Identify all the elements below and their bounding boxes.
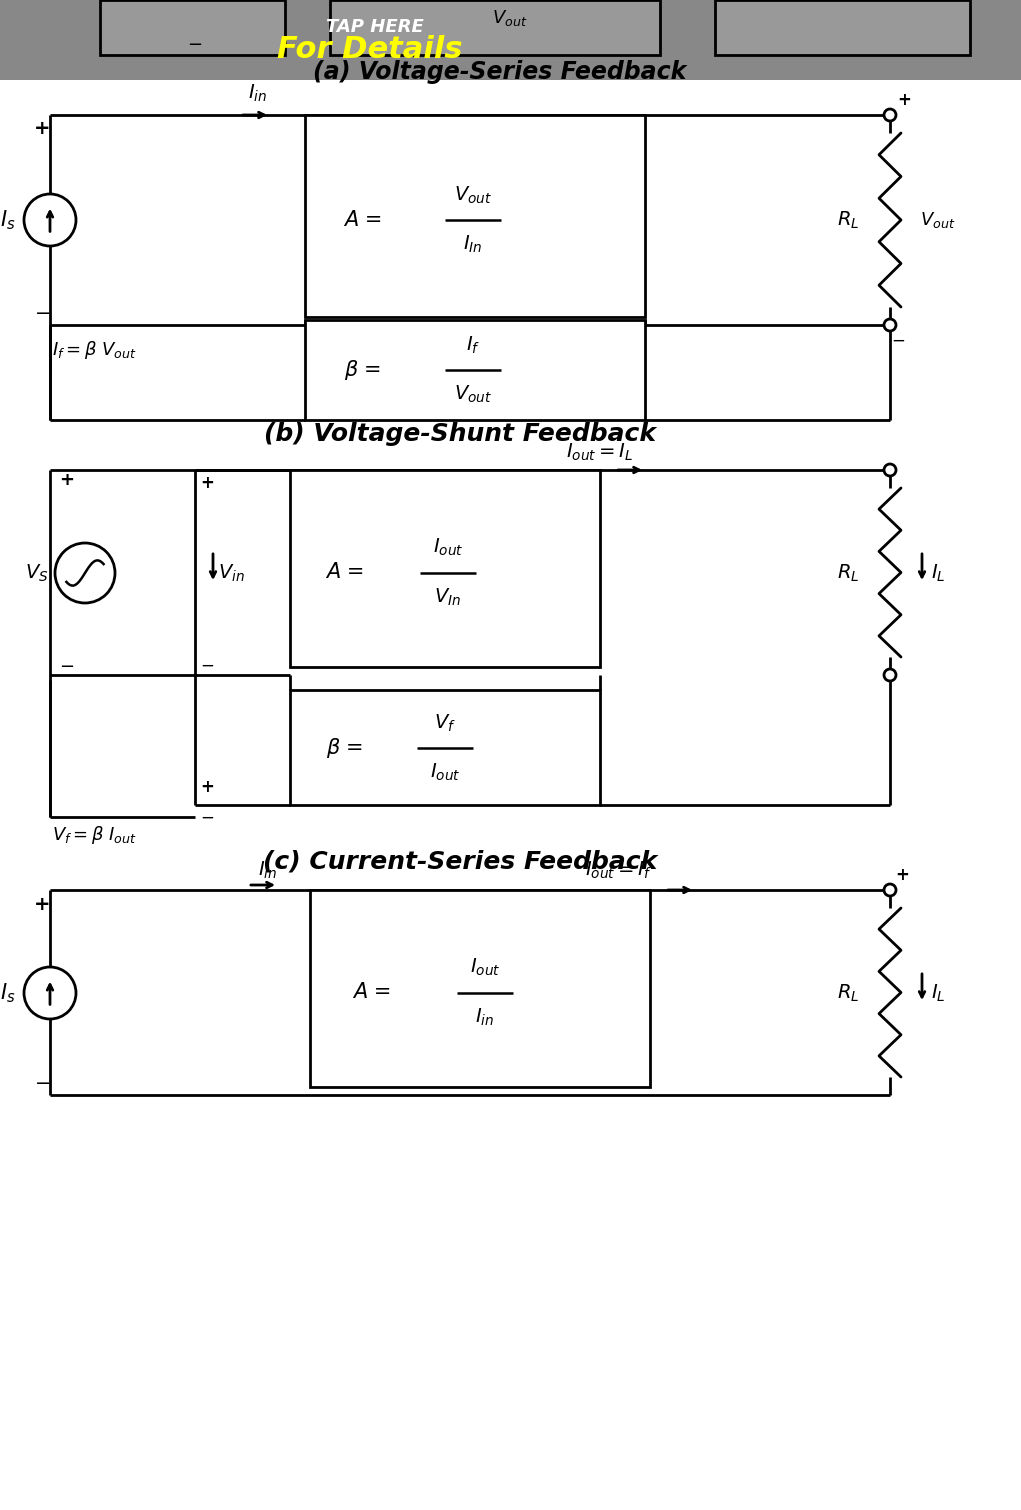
- Text: $I_{out} = I_f$: $I_{out} = I_f$: [585, 859, 651, 880]
- Text: $I_{in}$: $I_{in}$: [258, 859, 278, 880]
- Text: $V_{out}$: $V_{out}$: [492, 8, 528, 29]
- Bar: [0, 0, 1021, 80]
- Text: $I_L$: $I_L$: [931, 983, 945, 1004]
- Text: $R_L$: $R_L$: [837, 562, 859, 584]
- Text: (a) Voltage-Series Feedback: (a) Voltage-Series Feedback: [313, 60, 687, 85]
- Text: $V_{In}$: $V_{In}$: [435, 586, 461, 609]
- Text: $I_{out}$: $I_{out}$: [430, 763, 460, 784]
- Text: $R_L$: $R_L$: [837, 210, 859, 231]
- Bar: [290, 470, 600, 667]
- Bar: [290, 690, 600, 805]
- Text: $I_L$: $I_L$: [931, 562, 945, 584]
- Text: $I_{out}$: $I_{out}$: [433, 538, 464, 559]
- Text: A =: A =: [344, 210, 382, 230]
- Text: $V_f = \beta\ I_{out}$: $V_f = \beta\ I_{out}$: [52, 824, 137, 846]
- Text: $I_f = \beta\ V_{out}$: $I_f = \beta\ V_{out}$: [52, 340, 137, 361]
- Text: $-$: $-$: [188, 35, 202, 51]
- Circle shape: [25, 193, 76, 246]
- Text: $I_s$: $I_s$: [0, 982, 15, 1004]
- Text: (b) Voltage-Shunt Feedback: (b) Voltage-Shunt Feedback: [264, 421, 657, 445]
- Circle shape: [884, 464, 896, 476]
- Text: A =: A =: [353, 983, 391, 1003]
- Text: $I_{in}$: $I_{in}$: [476, 1007, 494, 1028]
- Text: $I_{In}$: $I_{In}$: [464, 234, 483, 255]
- Circle shape: [884, 319, 896, 331]
- Text: $V_S$: $V_S$: [26, 562, 49, 584]
- Circle shape: [55, 544, 115, 602]
- Text: $-$: $-$: [200, 655, 214, 673]
- Text: $I_{in}$: $I_{in}$: [248, 83, 268, 104]
- Text: $-$: $-$: [891, 331, 905, 349]
- Text: +: +: [200, 474, 214, 492]
- Bar: [330, 0, 660, 54]
- Text: +: +: [200, 778, 214, 796]
- Text: $I_f$: $I_f$: [466, 335, 480, 356]
- Text: +: +: [897, 91, 911, 109]
- Text: (c) Current-Series Feedback: (c) Current-Series Feedback: [262, 850, 658, 874]
- Text: $V_{in}$: $V_{in}$: [217, 562, 244, 584]
- Text: TAP HERE: TAP HERE: [326, 18, 424, 36]
- Text: $V_f$: $V_f$: [434, 713, 456, 734]
- Bar: [305, 320, 645, 420]
- Circle shape: [884, 883, 896, 895]
- Bar: [310, 889, 650, 1087]
- Text: $V_{out}$: $V_{out}$: [454, 384, 492, 405]
- Text: For Details: For Details: [278, 36, 463, 65]
- Text: +: +: [895, 867, 909, 883]
- Text: $V_{out}$: $V_{out}$: [920, 210, 956, 230]
- Text: $V_{out}$: $V_{out}$: [454, 184, 492, 205]
- Text: +: +: [59, 471, 75, 489]
- Text: $I_{out} = I_L$: $I_{out} = I_L$: [567, 441, 634, 462]
- Text: $I_{out}$: $I_{out}$: [470, 957, 500, 978]
- Text: $I_s$: $I_s$: [0, 208, 15, 233]
- Text: $-$: $-$: [59, 655, 75, 673]
- Text: A =: A =: [326, 563, 364, 583]
- Text: $\beta$ =: $\beta$ =: [344, 358, 382, 382]
- Text: $-$: $-$: [200, 808, 214, 826]
- Text: $R_L$: $R_L$: [837, 983, 859, 1004]
- Bar: [715, 0, 970, 54]
- Circle shape: [884, 109, 896, 121]
- Text: $-$: $-$: [34, 1072, 50, 1090]
- Circle shape: [25, 966, 76, 1019]
- Bar: [305, 115, 645, 317]
- Text: $-$: $-$: [34, 302, 50, 320]
- Text: +: +: [34, 894, 50, 914]
- Text: +: +: [34, 119, 50, 139]
- Circle shape: [884, 669, 896, 681]
- Text: $\beta$ =: $\beta$ =: [327, 735, 363, 760]
- Bar: [100, 0, 285, 54]
